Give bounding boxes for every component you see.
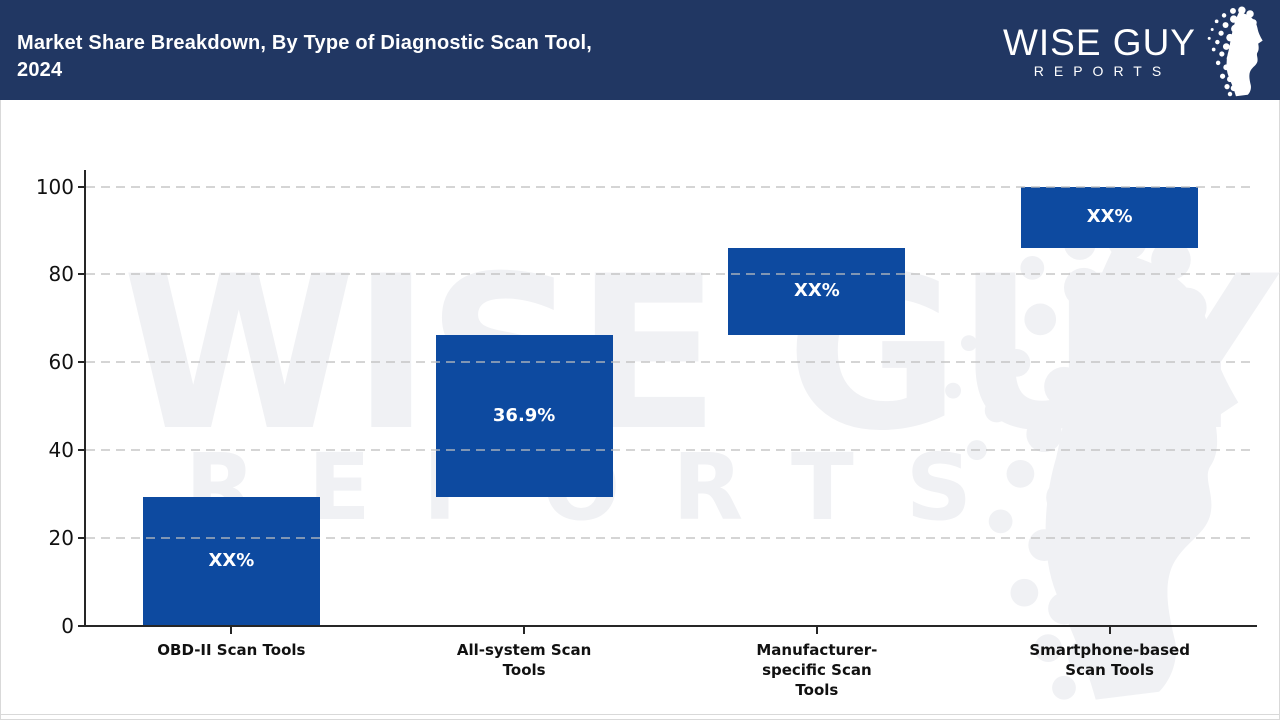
logo-wordmark: WISE GUY [1002, 21, 1196, 63]
y-tick-label: 80 [48, 262, 74, 287]
y-tick-mark [78, 273, 85, 276]
gridline [86, 273, 1256, 276]
bar-value-label: XX% [1086, 206, 1133, 228]
x-axis-line [84, 625, 1257, 627]
header-bar: Market Share Breakdown, By Type of Diagn… [0, 0, 1280, 100]
x-category-label: Manufacturer- specific Scan Tools [756, 641, 878, 699]
page-title-line1: Market Share Breakdown, By Type of Diagn… [17, 32, 593, 54]
logo-subtext: REPORTS [1033, 62, 1172, 79]
bar [728, 247, 906, 335]
bar-value-label: XX% [793, 280, 840, 302]
y-axis-line [84, 170, 86, 627]
x-tick-mark [523, 627, 526, 634]
y-tick-label: 60 [48, 350, 74, 375]
y-tick-mark [78, 625, 85, 627]
gridline [86, 361, 1256, 364]
y-tick-label: 20 [48, 526, 74, 551]
y-tick-mark [78, 449, 85, 452]
page-title: Market Share Breakdown, By Type of Diagn… [17, 30, 797, 84]
y-tick-mark [78, 537, 85, 540]
x-tick-mark [815, 627, 818, 634]
x-category-label: OBD-II Scan Tools [157, 641, 306, 659]
x-tick-mark [230, 627, 233, 634]
bottom-divider [0, 714, 1280, 715]
y-tick-mark [78, 185, 85, 188]
logo-text: WISE GUY REPORTS [1002, 21, 1196, 79]
bar [1021, 186, 1199, 248]
gridline [86, 449, 1256, 452]
gridline [86, 185, 1256, 188]
y-tick-mark [78, 361, 85, 364]
watermark-head-icon [858, 208, 1270, 708]
y-tick-label: 100 [35, 174, 74, 199]
y-tick-label: 40 [48, 438, 74, 463]
x-category-label: All-system Scan Tools [456, 641, 592, 679]
x-tick-mark [1108, 627, 1111, 634]
x-category-label: Smartphone-based Scan Tools [1029, 641, 1190, 679]
logo-head-icon [1190, 5, 1270, 97]
wise-guy-logo: WISE GUY REPORTS [1003, 6, 1270, 96]
bar-value-label: 36.9% [492, 404, 556, 426]
bar [142, 496, 320, 626]
page-title-line2: 2024 [17, 59, 63, 81]
y-tick-label: 0 [61, 614, 74, 638]
gridline [86, 537, 1256, 540]
bar-value-label: XX% [208, 550, 255, 572]
